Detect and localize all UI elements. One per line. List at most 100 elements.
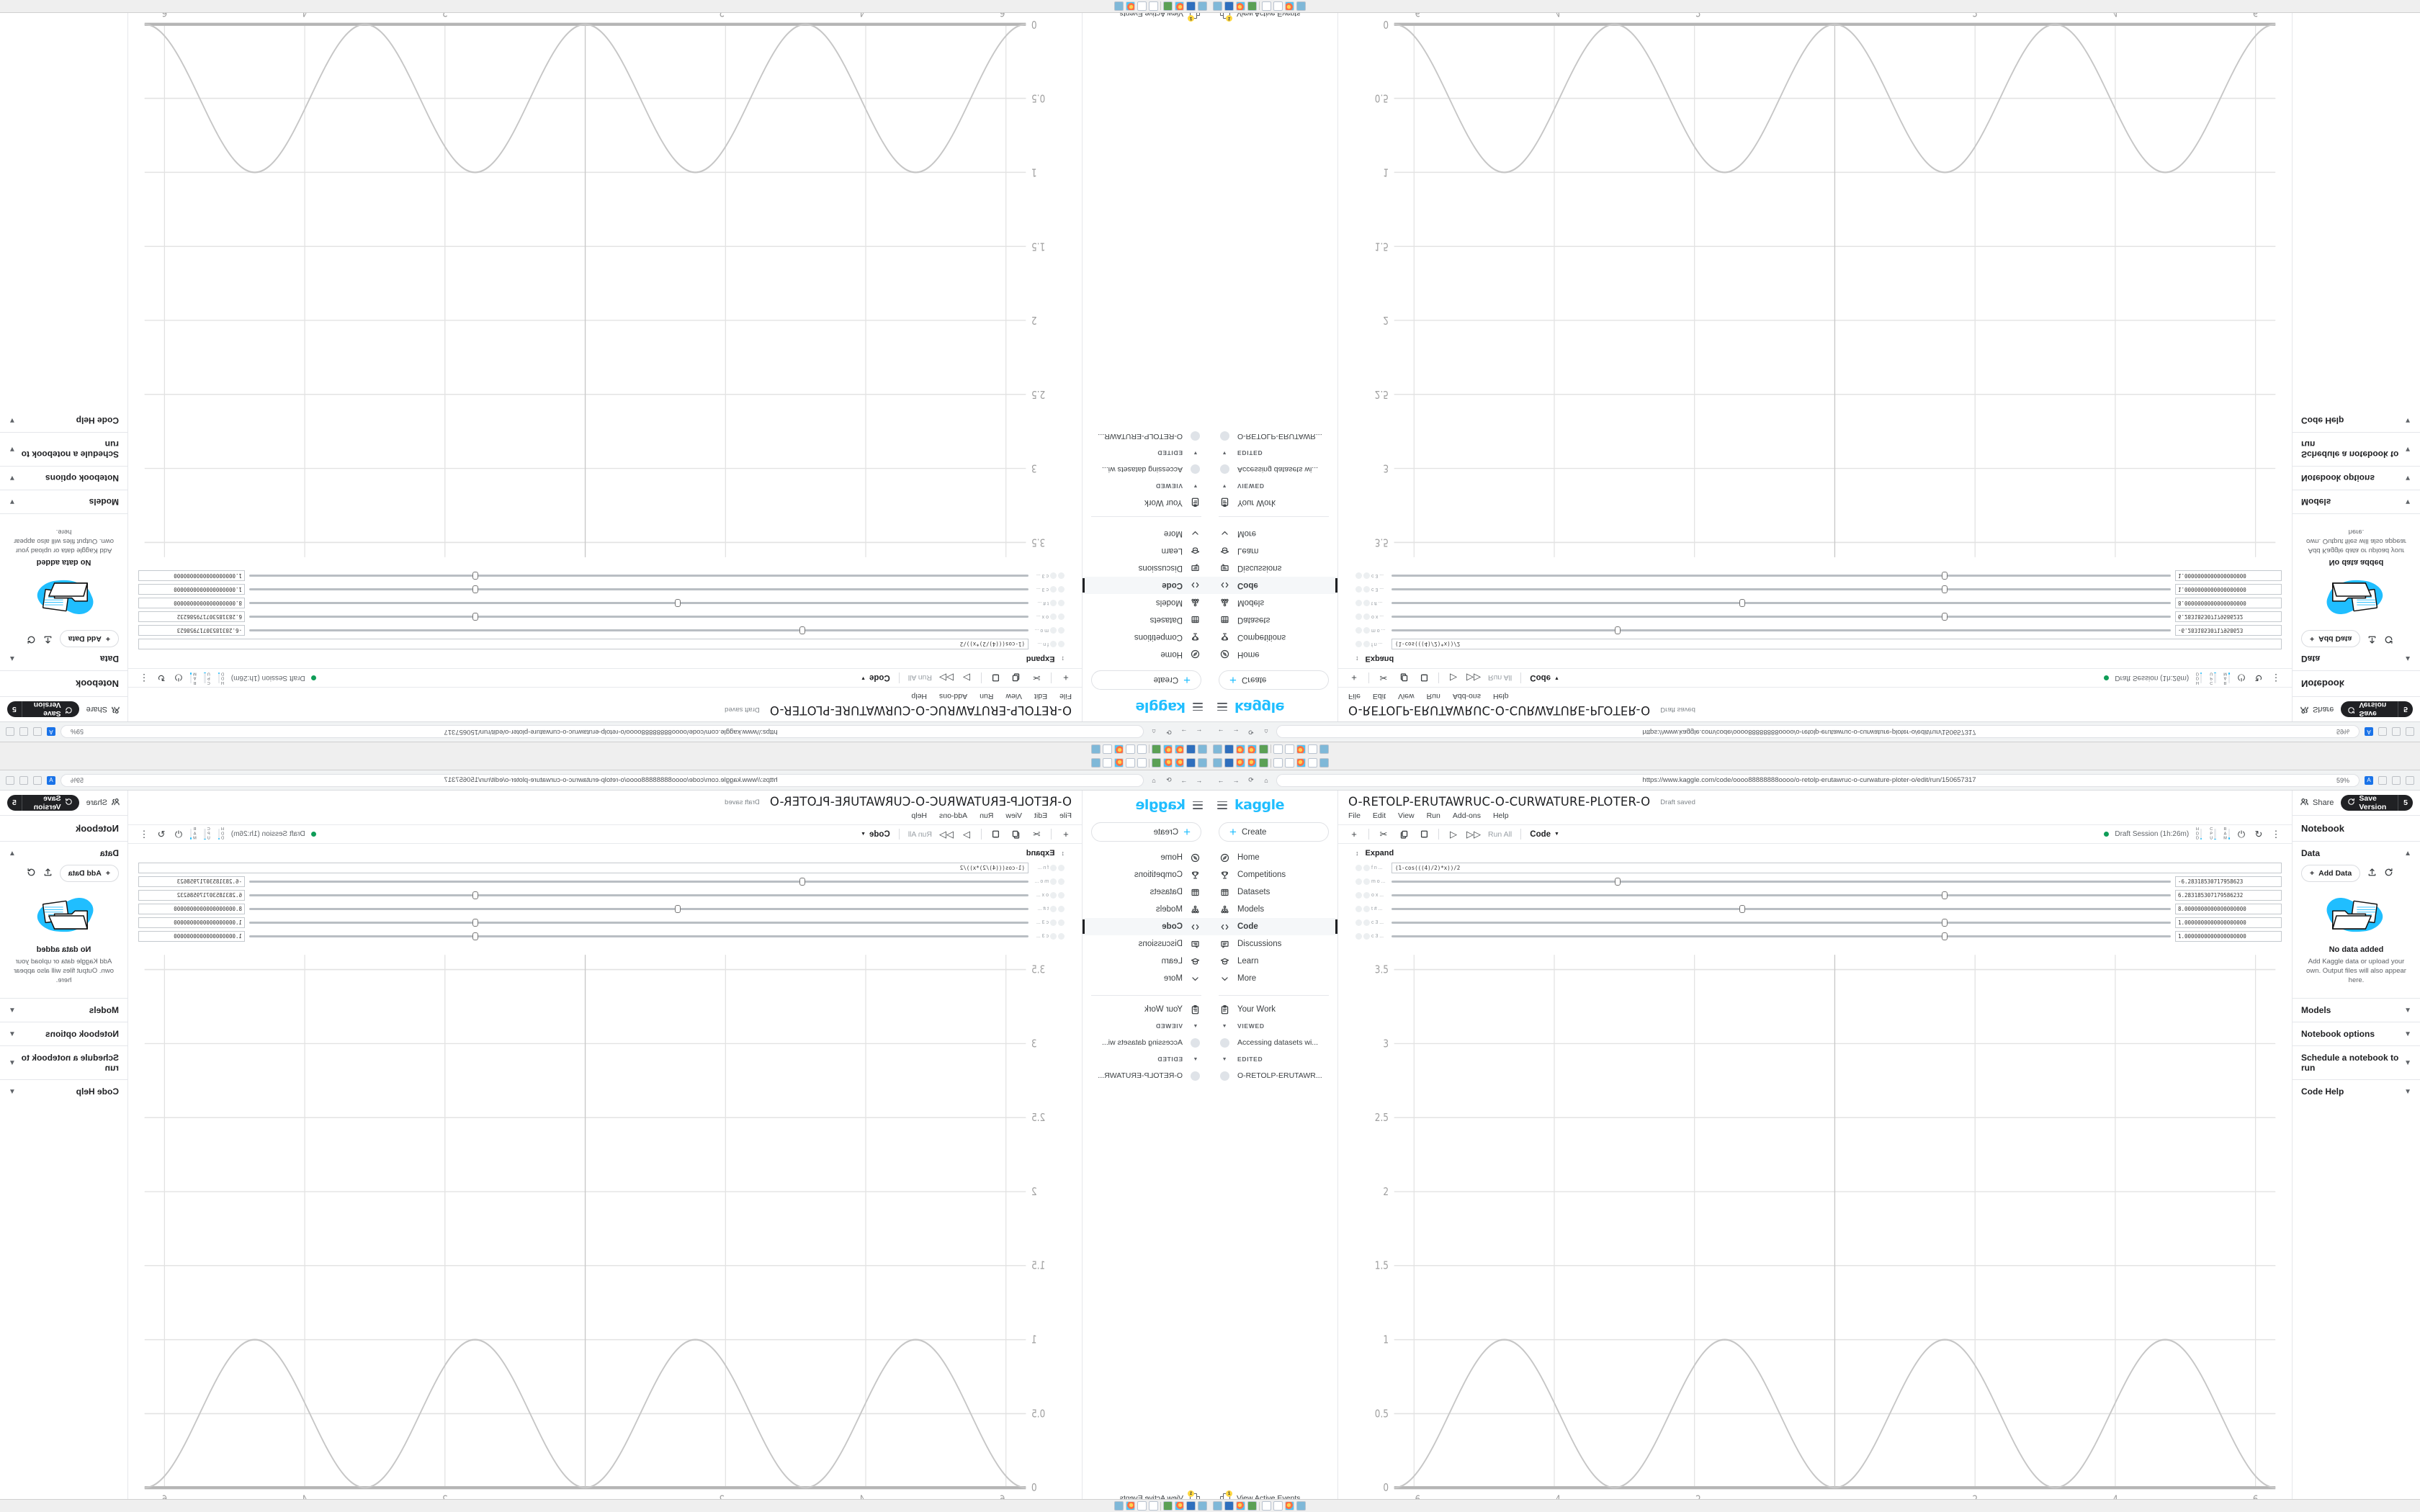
range-slider[interactable] [1392,570,2171,581]
nav-section-viewed[interactable]: ▼ VIEWED [1083,478,1210,494]
sidebar-item-your-work[interactable]: Your Work [1210,1001,1337,1018]
chevron-up-icon[interactable]: ▲ [9,654,16,663]
paste-icon[interactable] [1418,829,1430,840]
save-version-button[interactable]: Save Version 5 [2341,795,2413,811]
menu-file[interactable]: File [1348,811,1361,820]
save-disk-icon[interactable] [1186,1501,1196,1511]
share-button[interactable]: Share [86,797,120,809]
nav-section-viewed[interactable]: ▼ VIEWED [1083,1018,1210,1034]
terminal-icon[interactable] [1152,758,1161,768]
kaggle-logo[interactable]: kaggle [1135,797,1186,813]
kaggle-logo[interactable]: kaggle [1234,699,1285,715]
globe-icon[interactable] [1149,1,1158,11]
range-slider[interactable] [249,625,1028,636]
slider-handle[interactable] [472,572,478,580]
address-bar[interactable]: https://www.kaggle.com/code/oooo88888888… [1276,725,2360,739]
browser-chrome[interactable]: ← → ⟳ ⌂ https://www.kaggle.com/code/oooo… [1210,770,2420,791]
chevron-down-icon[interactable]: ▼ [2404,498,2411,506]
home-icon[interactable]: ⌂ [1152,776,1156,784]
sidebar-item-code[interactable]: Code [1083,577,1210,594]
sidebar-item-learn[interactable]: Learn [1210,542,1337,559]
play-icon[interactable]: ▷ [963,672,970,684]
sidebar-section-header[interactable]: Notebook options ▼ [0,467,127,490]
chevron-down-icon[interactable]: ▼ [2404,445,2411,454]
slider-handle[interactable] [1942,585,1948,593]
cell-type-dropdown[interactable]: Code ▼ [1530,830,1559,839]
settings-gear-icon[interactable] [1126,744,1135,754]
slider-handle[interactable] [1942,919,1948,927]
slider-track[interactable] [249,907,1028,911]
add-data-button[interactable]: + Add Data [2301,630,2361,647]
slider-handle[interactable] [799,626,806,634]
menu-file[interactable]: File [1059,811,1072,820]
sidebar-section-header[interactable]: Models ▼ [0,999,127,1022]
slider-handle[interactable] [675,905,681,913]
sidebar-section-header[interactable]: Models ▼ [0,490,127,513]
menu-view[interactable]: View [1398,811,1415,820]
restart-icon[interactable]: ↻ [2254,828,2263,840]
kaggle-logo[interactable]: kaggle [1234,797,1285,813]
reload-icon[interactable]: ⟳ [1166,729,1172,736]
menu-edit[interactable]: Edit [1372,692,1386,701]
water-drop-icon[interactable] [1114,1501,1124,1511]
cell-type-dropdown[interactable]: Code ▼ [861,674,890,683]
range-slider[interactable] [1392,584,2171,595]
back-arrow-icon[interactable]: ← [1196,776,1203,784]
cell-toolbar[interactable]: + ✂ ▷ ▷▷ Run All [128,824,1082,844]
save-disk-icon[interactable] [1224,758,1234,768]
cell-toolbar[interactable]: + ✂ ▷ ▷▷ Run All [128,668,1082,688]
os-taskbar-bottom[interactable] [1210,1499,2420,1512]
menu-file[interactable]: File [1059,692,1072,701]
chevron-down-icon[interactable]: ▼ [9,498,16,506]
slider-handle[interactable] [799,878,806,886]
sidebar-item-models[interactable]: Models [1210,594,1337,611]
copy-icon[interactable] [1398,672,1410,684]
cell-toolbar[interactable]: + ✂ ▷ ▷▷ Run All [1338,824,2292,844]
sidebar-item-home[interactable]: Home [1083,849,1210,866]
paste-icon[interactable] [990,672,1002,684]
slider-value[interactable]: 6.283185307179586232 [138,611,245,622]
water-drop-icon[interactable] [1296,1501,1306,1511]
save-version-main[interactable]: Save Version [22,795,79,811]
slider-track[interactable] [1392,601,2171,605]
os-taskbar-top[interactable] [1210,756,2420,770]
sidebar-item-more[interactable]: More [1210,970,1337,987]
os-taskbar-top[interactable] [1210,742,2420,756]
share-button[interactable]: Share [2300,703,2334,715]
address-bar[interactable]: https://www.kaggle.com/code/oooo88888888… [60,773,1144,787]
chrome-icon[interactable] [1285,1501,1294,1511]
menu-run[interactable]: Run [1426,811,1440,820]
water-drop-icon[interactable] [1319,758,1329,768]
copy-icon[interactable] [1010,672,1022,684]
chrome-icon[interactable] [1236,758,1245,768]
kebab-menu-icon[interactable]: ⋮ [139,672,149,684]
sidebar-item-more[interactable]: More [1210,525,1337,542]
globe-icon[interactable] [1262,1501,1271,1511]
slider-handle[interactable] [1942,572,1948,580]
slider-track[interactable] [249,629,1028,632]
fast-forward-icon[interactable]: ▷▷ [1466,672,1481,684]
sidebar-section-header[interactable]: Models ▼ [2293,999,2420,1022]
data-section-header[interactable]: Data ▲ [2293,647,2420,670]
run-all-label[interactable]: Run All [908,673,932,683]
data-section-header[interactable]: Data ▲ [2293,842,2420,865]
sidebar-item-competitions[interactable]: Competitions [1210,866,1337,883]
sidebar-item-code[interactable]: Code [1210,918,1337,935]
scissors-icon[interactable]: ✂ [1032,828,1041,840]
slider-handle[interactable] [472,932,478,940]
nav-recent-item[interactable]: Accessing datasets wi... [1083,461,1210,478]
slider-handle[interactable] [472,613,478,621]
range-slider[interactable] [249,890,1028,901]
menu-run[interactable]: Run [1426,692,1440,701]
os-taskbar-top[interactable] [0,756,1210,770]
menubar[interactable]: File Edit View Run Add-ons Help [1348,692,2282,701]
home-icon[interactable]: ⌂ [1264,728,1268,736]
formula-input[interactable]: (1-cos(((4)/2)*x))/2 [138,863,1028,873]
water-drop-icon[interactable] [1091,744,1101,754]
restart-icon[interactable]: ↻ [157,672,166,684]
chrome-icon[interactable] [1236,1501,1245,1511]
reload-icon[interactable]: ⟳ [1248,729,1254,736]
globe-icon[interactable] [1273,758,1283,768]
chevron-down-icon[interactable]: ▼ [9,445,16,454]
nav-recent-item[interactable]: O-RETOLP-ERUTAWR... [1210,1067,1337,1084]
